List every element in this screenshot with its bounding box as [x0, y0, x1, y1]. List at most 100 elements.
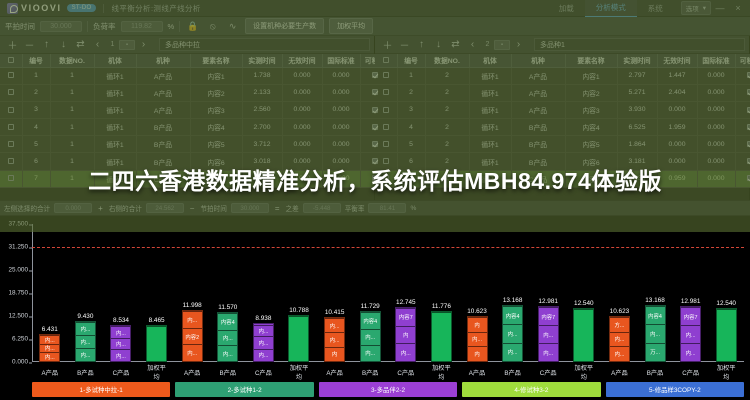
row-checkbox[interactable] — [375, 118, 398, 137]
column-header[interactable]: 实测时间 — [617, 54, 658, 68]
panel-right-page-box[interactable]: ▪ — [494, 39, 510, 50]
row-checkbox-box[interactable] — [7, 72, 14, 79]
row-checkbox-box[interactable] — [382, 106, 389, 113]
movable-checkbox-box[interactable] — [372, 106, 378, 113]
bar-item[interactable]: 13.168 万... 内... 内容4 — [644, 297, 666, 362]
bar-item[interactable]: 11.776 — [430, 303, 452, 362]
balance-rate-value[interactable]: 81.41 — [368, 203, 407, 213]
column-header-select[interactable] — [0, 54, 23, 68]
legend-item[interactable]: 2-多试种1-2 — [175, 382, 314, 397]
right-sum-value[interactable]: 24.562 — [145, 203, 184, 213]
arrow-down-icon[interactable]: ↓ — [436, 39, 441, 50]
bar[interactable]: 内... 内... 内容7 — [537, 305, 559, 362]
bar-item[interactable]: 10.623 内内... 内 — [466, 308, 488, 362]
bar[interactable]: 内内... 内 — [466, 316, 488, 362]
bar[interactable]: 内... 内... 内容4 — [359, 311, 381, 362]
movable-checkbox-box[interactable] — [372, 123, 378, 130]
bar-item[interactable]: 12.981 内... 内... 内容7 — [537, 298, 559, 362]
column-header[interactable]: 可移动 — [735, 54, 750, 68]
bar-item[interactable]: 10.788 — [288, 307, 310, 362]
row-checkbox[interactable] — [0, 84, 23, 102]
column-header[interactable]: 无效时间 — [282, 54, 323, 68]
row-checkbox-box[interactable] — [382, 89, 389, 96]
bar-item[interactable]: 9.430 内... 内... 内... — [74, 313, 96, 362]
bar[interactable]: 万... 内... 内容4 — [644, 305, 666, 362]
column-header[interactable]: 国际标准 — [322, 54, 361, 68]
column-header[interactable]: 国际标准 — [697, 54, 736, 68]
bar-item[interactable]: 8.465 — [146, 317, 168, 362]
panel-left-name[interactable]: 多品种中拉 — [159, 38, 370, 51]
bar-item[interactable]: 10.415 内内... 内... — [324, 309, 346, 362]
prev-icon[interactable]: ‹ — [470, 39, 475, 50]
left-sum-value[interactable]: 0.000 — [54, 203, 93, 213]
row-checkbox[interactable] — [375, 170, 398, 188]
column-header[interactable]: 无效时间 — [657, 54, 698, 68]
bar[interactable] — [146, 325, 168, 362]
titlebar-select[interactable]: 选项 ▾ — [680, 1, 711, 15]
takt-time-value[interactable]: 30.000 — [230, 203, 269, 213]
column-header[interactable]: 数据NO. — [50, 54, 95, 68]
bar-item[interactable]: 13.168 内... 内... 内容4 — [502, 297, 524, 362]
row-checkbox-box[interactable] — [7, 89, 14, 96]
bar[interactable]: 内... 内... 内容4 — [502, 305, 524, 362]
row-checkbox-box[interactable] — [7, 123, 14, 130]
bar-item[interactable]: 12.981 内... 内... 内容7 — [680, 298, 702, 362]
row-checkbox[interactable] — [0, 135, 23, 154]
movable-checkbox[interactable] — [735, 118, 750, 137]
row-checkbox[interactable] — [375, 152, 398, 171]
difference-value[interactable]: -5.448 — [302, 203, 341, 213]
ban-icon[interactable]: ⦸ — [209, 20, 216, 31]
tab-load[interactable]: 加载 — [558, 3, 574, 13]
bar[interactable] — [288, 315, 310, 362]
legend-item[interactable]: 3-多品伴2-2 — [318, 382, 458, 397]
row-checkbox[interactable] — [0, 67, 23, 85]
bar[interactable]: 内... 内容2 内... — [181, 310, 203, 362]
column-header[interactable]: 机体 — [469, 54, 512, 68]
bar[interactable] — [430, 311, 452, 362]
bar-item[interactable]: 11.729 内... 内... 内容4 — [359, 303, 381, 362]
row-checkbox[interactable] — [0, 170, 23, 188]
movable-checkbox[interactable] — [735, 67, 750, 85]
row-checkbox-box[interactable] — [7, 141, 14, 148]
movable-checkbox-box[interactable] — [372, 89, 378, 96]
bar[interactable]: 内... 内内容7 — [395, 306, 417, 362]
bar-item[interactable]: 12.745 内... 内内容7 — [395, 299, 417, 362]
row-checkbox-box[interactable] — [7, 158, 14, 165]
movable-checkbox[interactable] — [735, 152, 750, 171]
row-checkbox[interactable] — [0, 152, 23, 171]
swap-icon[interactable]: ⇄ — [76, 39, 85, 50]
bar-item[interactable]: 10.623 内... 内... 方... — [608, 308, 630, 362]
bar[interactable]: 内... 内... 内... — [74, 321, 96, 362]
minimize-button[interactable]: — — [715, 3, 725, 13]
next-icon[interactable]: › — [516, 39, 521, 50]
select-all-checkbox[interactable] — [382, 56, 389, 63]
row-checkbox-box[interactable] — [382, 123, 389, 130]
row-checkbox[interactable] — [0, 118, 23, 137]
bar-item[interactable]: 12.540 — [715, 300, 737, 362]
swap-icon[interactable]: ⇄ — [451, 39, 460, 50]
bar[interactable]: 内... 内... 方... — [608, 316, 630, 362]
column-header-select[interactable] — [375, 54, 398, 68]
bar[interactable] — [573, 307, 595, 362]
prev-icon[interactable]: ‹ — [95, 39, 100, 50]
minus-icon[interactable]: － — [24, 41, 35, 52]
wave-icon[interactable]: ∿ — [228, 20, 237, 31]
tab-system[interactable]: 系统 — [647, 3, 663, 13]
bar[interactable]: 内... 内... 内容4 — [217, 312, 239, 362]
bar[interactable]: 内... 内... 内... — [39, 334, 61, 362]
load-rate-input[interactable]: 119.82 — [120, 20, 163, 32]
close-icon[interactable]: × — [735, 3, 741, 13]
set-machine-output-button[interactable]: 设置机种必要生产数 — [245, 18, 325, 34]
